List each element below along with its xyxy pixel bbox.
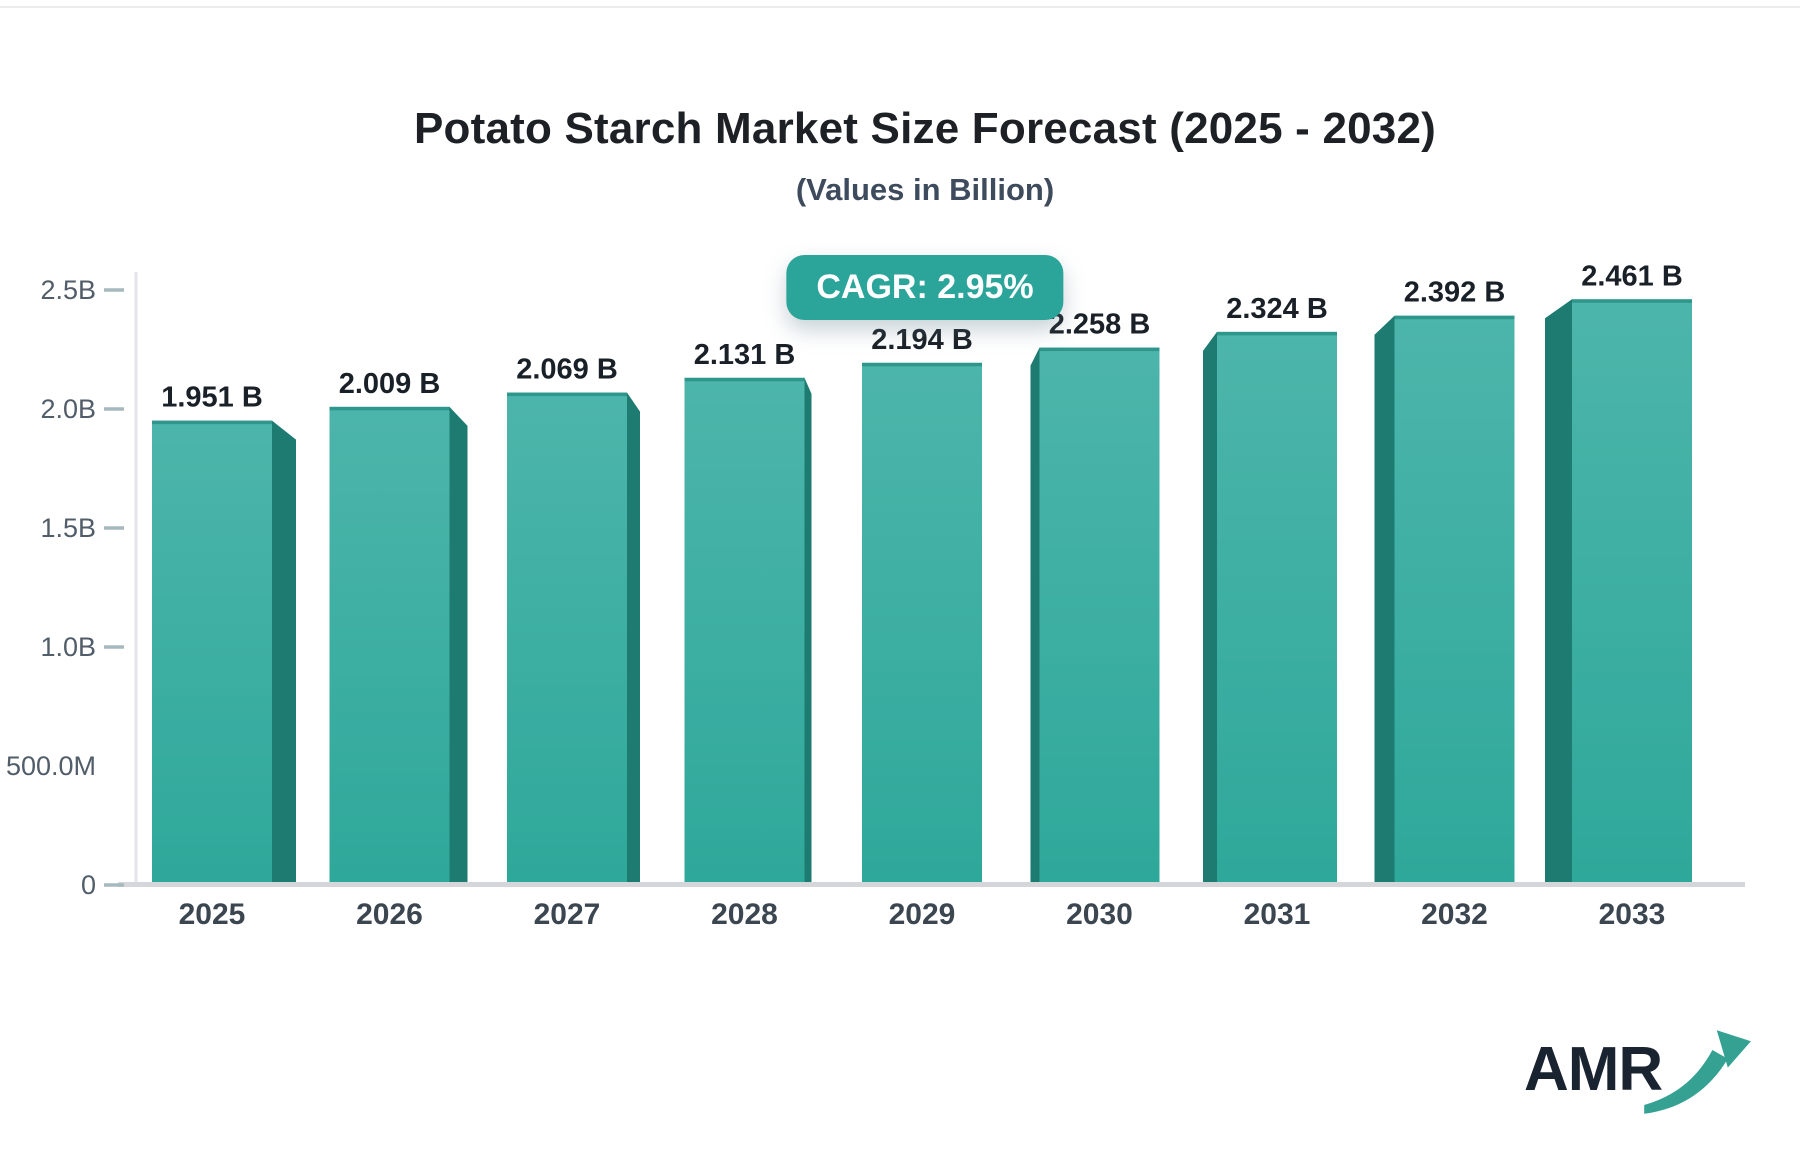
x-tick-label-2029: 2029 [889,898,956,931]
x-tick-label-2027: 2027 [534,898,601,931]
bar-2027-side [627,392,640,885]
bar-2031-top-edge [1217,331,1337,336]
x-tick-label-2033: 2033 [1599,898,1666,931]
bar-2031-side [1203,331,1217,885]
chart-header: Potato Starch Market Size Forecast (2025… [0,104,1800,208]
bar-2032-top-edge [1394,315,1515,320]
bar-2026-side [449,406,468,885]
bar-2025-side [272,420,296,885]
chart-subtitle: (Values in Billion) [795,172,1055,207]
bar-2027-top-edge [507,392,627,397]
bar-2032 [1394,315,1515,886]
value-label-2033: 2.461 B [1581,260,1683,292]
bar-2025 [152,420,272,885]
amr-logo: AMR [1524,1022,1751,1122]
y-tick-label-1.0B: 1.0B [40,632,96,662]
bar-2029-top-edge [862,362,982,367]
bar-2028 [684,377,805,885]
bar-2026 [329,406,450,885]
value-label-2029: 2.194 B [871,324,973,356]
bar-2031 [1217,331,1337,885]
bar-2028-top-edge [684,377,805,382]
bar-2033-side [1545,299,1572,886]
top-divider [0,6,1800,8]
bar-2030-top-edge [1039,347,1160,352]
value-label-2032: 2.392 B [1404,277,1506,309]
bar-2033-top-edge [1572,299,1692,303]
x-tick-label-2032: 2032 [1421,898,1488,931]
bar-2030 [1039,347,1160,885]
x-tick-label-2031: 2031 [1244,898,1311,931]
x-tick-label-2026: 2026 [356,898,423,931]
cagr-badge: CAGR: 2.95% [786,255,1064,320]
bar-2029 [862,362,982,885]
value-label-2026: 2.009 B [339,368,441,400]
bar-2026-top-edge [329,406,450,411]
value-label-2025: 1.951 B [161,382,263,414]
value-label-2028: 2.131 B [694,339,796,371]
y-tick-label-1.5B: 1.5B [40,513,96,543]
bar-2033 [1572,299,1692,886]
value-label-2031: 2.324 B [1226,293,1328,325]
bar-2025-top-edge [152,420,272,425]
amr-logo-text: AMR [1524,1035,1663,1104]
y-tick-label-0: 0 [81,870,96,900]
growth-arrow-icon [1644,1030,1751,1114]
value-label-2027: 2.069 B [516,354,618,386]
bar-2032-side [1374,315,1395,886]
bar-2028-side [804,377,812,885]
y-tick-label-2.0B: 2.0B [40,394,96,424]
y-tick-label-2.5B: 2.5B [40,275,96,305]
bar-2030-side [1030,347,1040,885]
bar-2027 [507,392,627,885]
x-tick-label-2030: 2030 [1066,898,1133,931]
x-tick-label-2025: 2025 [179,898,246,931]
y-tick-label-500.0M: 500.0M [6,751,96,781]
x-tick-label-2028: 2028 [711,898,778,931]
value-label-2030: 2.258 B [1049,309,1151,341]
chart-title: Potato Starch Market Size Forecast (2025… [413,104,1436,153]
